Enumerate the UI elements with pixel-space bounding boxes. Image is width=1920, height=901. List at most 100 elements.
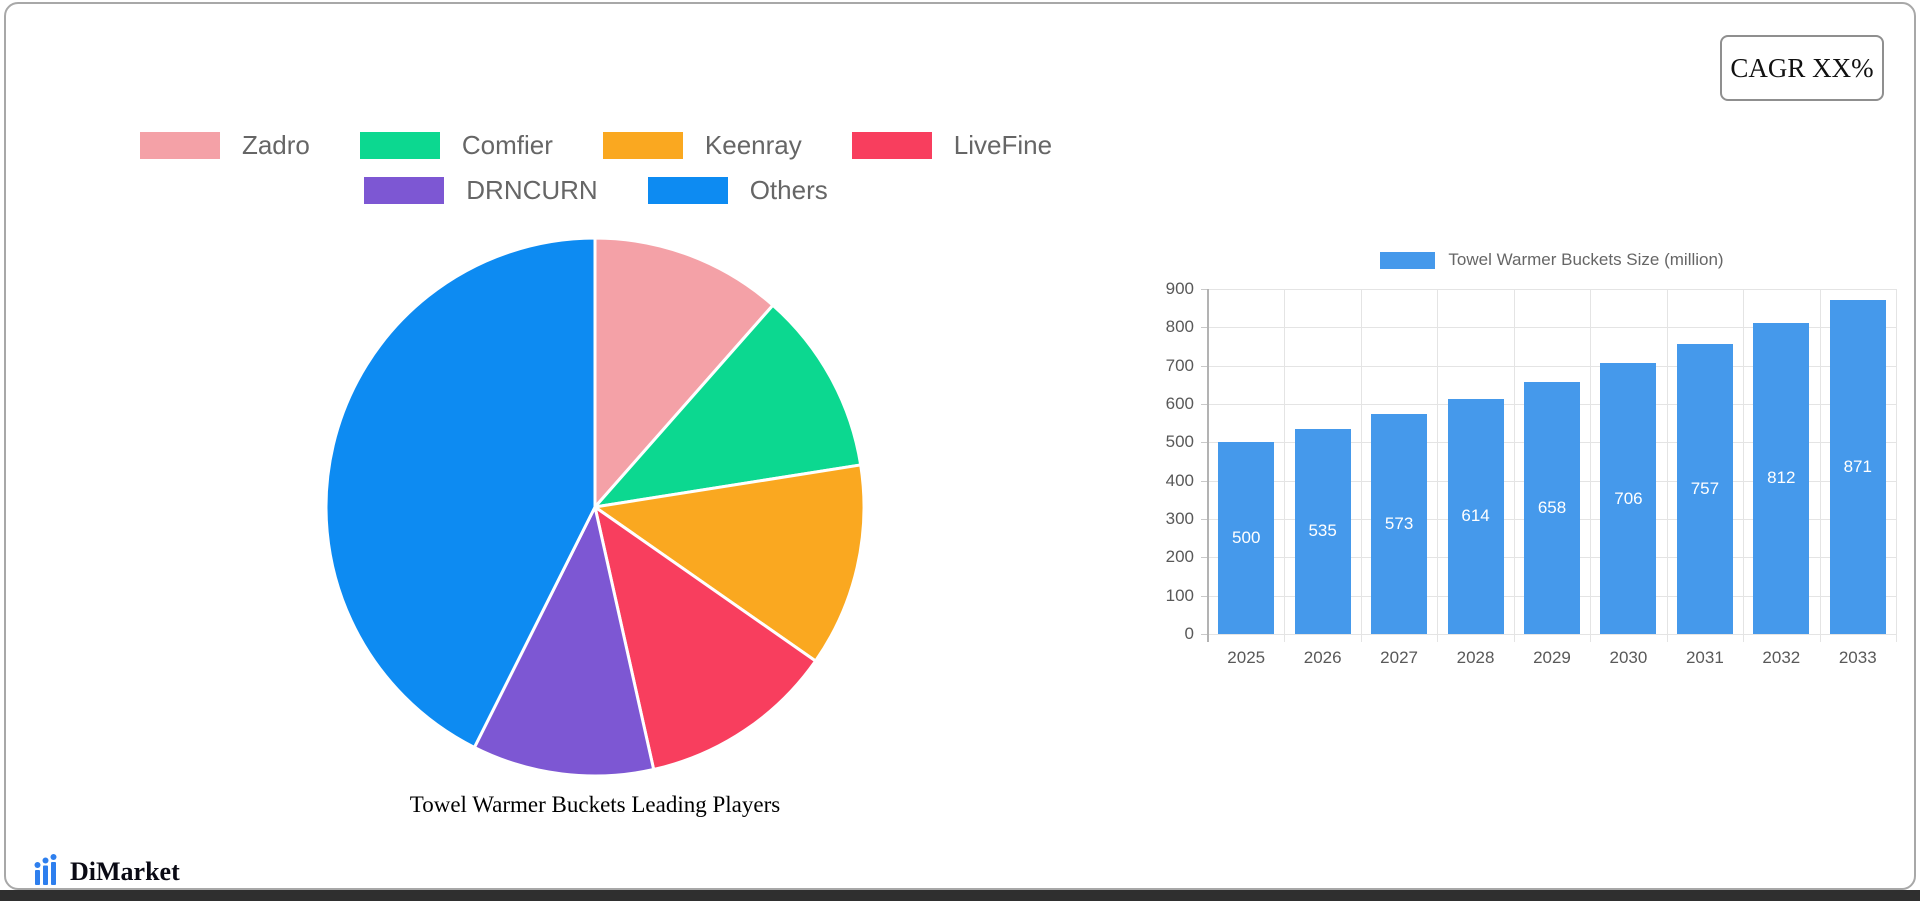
bar-value-label: 706 bbox=[1614, 488, 1643, 508]
pie-slice-others bbox=[324, 236, 597, 749]
bar-legend-item[interactable]: Towel Warmer Buckets Size (million) bbox=[1208, 249, 1896, 271]
cagr-label: CAGR XX% bbox=[1730, 52, 1874, 83]
y-axis-tick-label: 400 bbox=[1165, 470, 1194, 490]
pie-slice-livefine bbox=[593, 505, 818, 772]
bar-2033: 871 bbox=[1829, 300, 1886, 634]
bar-plot-area: 0 100 200 300 400 500 600 700 800 900 500 2025 535 20… bbox=[1166, 279, 1897, 667]
legend-label: DRNCURN bbox=[466, 175, 598, 205]
legend-swatch bbox=[359, 132, 440, 159]
y-axis-tick-label: 200 bbox=[1165, 547, 1194, 567]
brand-logo: DiMarket bbox=[34, 854, 180, 885]
legend-swatch bbox=[647, 177, 728, 204]
y-axis-tick-label: 600 bbox=[1165, 394, 1194, 413]
window-bottom-edge bbox=[0, 890, 1920, 901]
y-axis-tick-label: 0 bbox=[1184, 624, 1194, 643]
legend-label: Keenray bbox=[704, 130, 802, 160]
gridline-horizontal bbox=[1208, 365, 1896, 367]
y-axis-tick-label: 500 bbox=[1165, 432, 1194, 452]
axis-tick bbox=[1201, 595, 1208, 597]
cagr-badge: CAGR XX% bbox=[1720, 35, 1884, 101]
y-axis-tick-label: 100 bbox=[1165, 585, 1194, 605]
legend-label: Others bbox=[749, 175, 828, 205]
y-axis-tick-label: 300 bbox=[1165, 509, 1194, 528]
legend-label: Zadro bbox=[241, 130, 310, 160]
gridline-vertical bbox=[1743, 289, 1745, 642]
bar-2028: 614 bbox=[1447, 398, 1504, 634]
axis-tick bbox=[1201, 442, 1208, 444]
bar-chart-icon bbox=[34, 854, 57, 885]
pie-chart bbox=[324, 236, 866, 778]
pie-legend-row: DRNCURN Others bbox=[126, 175, 1066, 206]
pie-legend-row: Zadro Comfier Keenray LiveFine bbox=[126, 130, 1066, 161]
gridline-horizontal bbox=[1208, 289, 1896, 290]
axis-tick bbox=[1201, 289, 1208, 290]
y-axis-line bbox=[1207, 289, 1209, 642]
gridline-horizontal bbox=[1208, 327, 1896, 329]
gridline-horizontal bbox=[1208, 634, 1896, 635]
pie-slice-keenray bbox=[593, 463, 866, 663]
gridline-vertical bbox=[1896, 289, 1897, 642]
report-card: CAGR XX% Zadro Comfier Keenray LiveFine DRNC… bbox=[4, 2, 1916, 890]
gridline-vertical bbox=[1284, 289, 1286, 642]
pie-legend-item-drncurn[interactable]: DRNCURN bbox=[364, 175, 598, 206]
x-axis-tick-label: 2033 bbox=[1838, 648, 1877, 667]
axis-tick bbox=[1201, 365, 1208, 367]
bar-2029: 658 bbox=[1524, 381, 1580, 634]
legend-label: LiveFine bbox=[953, 130, 1053, 160]
gridline-vertical bbox=[1666, 289, 1668, 642]
axis-tick bbox=[1201, 404, 1208, 405]
pie-slice-zadro bbox=[593, 236, 775, 509]
bar-value-label: 614 bbox=[1461, 506, 1490, 526]
y-axis-tick-label: 800 bbox=[1165, 317, 1194, 337]
legend-swatch bbox=[851, 132, 932, 159]
x-axis-tick-label: 2029 bbox=[1533, 648, 1571, 667]
bar-value-label: 658 bbox=[1537, 497, 1567, 517]
axis-tick bbox=[1201, 519, 1208, 520]
y-axis-tick-label: 900 bbox=[1165, 279, 1194, 298]
pie-legend-item-livefine[interactable]: LiveFine bbox=[851, 130, 1053, 161]
legend-swatch bbox=[364, 177, 445, 204]
bar-2026: 535 bbox=[1294, 428, 1351, 634]
pie-legend-item-comfier[interactable]: Comfier bbox=[359, 130, 553, 161]
pie-legend-item-zadro[interactable]: Zadro bbox=[139, 130, 310, 161]
legend-swatch bbox=[139, 132, 220, 159]
bar-value-label: 535 bbox=[1308, 521, 1337, 541]
bar-value-label: 757 bbox=[1690, 478, 1720, 498]
x-axis-tick-label: 2028 bbox=[1456, 648, 1495, 667]
axis-tick bbox=[1201, 634, 1208, 635]
pie-slice-comfier bbox=[593, 303, 863, 509]
brand-name: DiMarket bbox=[70, 857, 180, 886]
bar-value-label: 812 bbox=[1767, 468, 1796, 488]
x-axis-tick-label: 2027 bbox=[1380, 648, 1418, 667]
gridline-vertical bbox=[1819, 289, 1821, 642]
bar-2032: 812 bbox=[1753, 322, 1810, 634]
legend-swatch bbox=[602, 132, 683, 159]
gridline-vertical bbox=[1437, 289, 1439, 642]
bar-2030: 706 bbox=[1600, 363, 1657, 634]
x-axis-tick-label: 2025 bbox=[1227, 648, 1266, 667]
x-axis-tick-label: 2032 bbox=[1762, 648, 1801, 667]
legend-label: Comfier bbox=[461, 130, 553, 160]
axis-tick bbox=[1201, 480, 1208, 482]
axis-tick bbox=[1201, 327, 1208, 329]
x-axis-tick-label: 2026 bbox=[1303, 648, 1342, 667]
gridline-vertical bbox=[1360, 289, 1362, 642]
x-axis-tick-label: 2030 bbox=[1609, 648, 1648, 667]
y-axis-tick-label: 700 bbox=[1165, 355, 1194, 375]
bar-2025: 500 bbox=[1218, 442, 1275, 634]
x-axis-tick-label: 2031 bbox=[1685, 648, 1724, 667]
pie-legend: Zadro Comfier Keenray LiveFine DRNCURN Others bbox=[126, 130, 1066, 206]
bar-legend-label: Towel Warmer Buckets Size (million) bbox=[1448, 250, 1724, 269]
gridline-vertical bbox=[1590, 289, 1592, 642]
pie-legend-item-keenray[interactable]: Keenray bbox=[602, 130, 802, 161]
bar-value-label: 871 bbox=[1843, 457, 1872, 477]
pie-slice-drncurn bbox=[472, 505, 656, 778]
bar-2031: 757 bbox=[1676, 343, 1733, 634]
pie-title: Towel Warmer Buckets Leading Players bbox=[409, 792, 781, 817]
bar-value-label: 573 bbox=[1384, 514, 1414, 534]
bar-value-label: 500 bbox=[1232, 528, 1261, 548]
legend-swatch bbox=[1380, 251, 1436, 269]
pie-legend-item-others[interactable]: Others bbox=[647, 175, 828, 206]
axis-tick bbox=[1201, 557, 1208, 559]
gridline-vertical bbox=[1513, 289, 1515, 642]
